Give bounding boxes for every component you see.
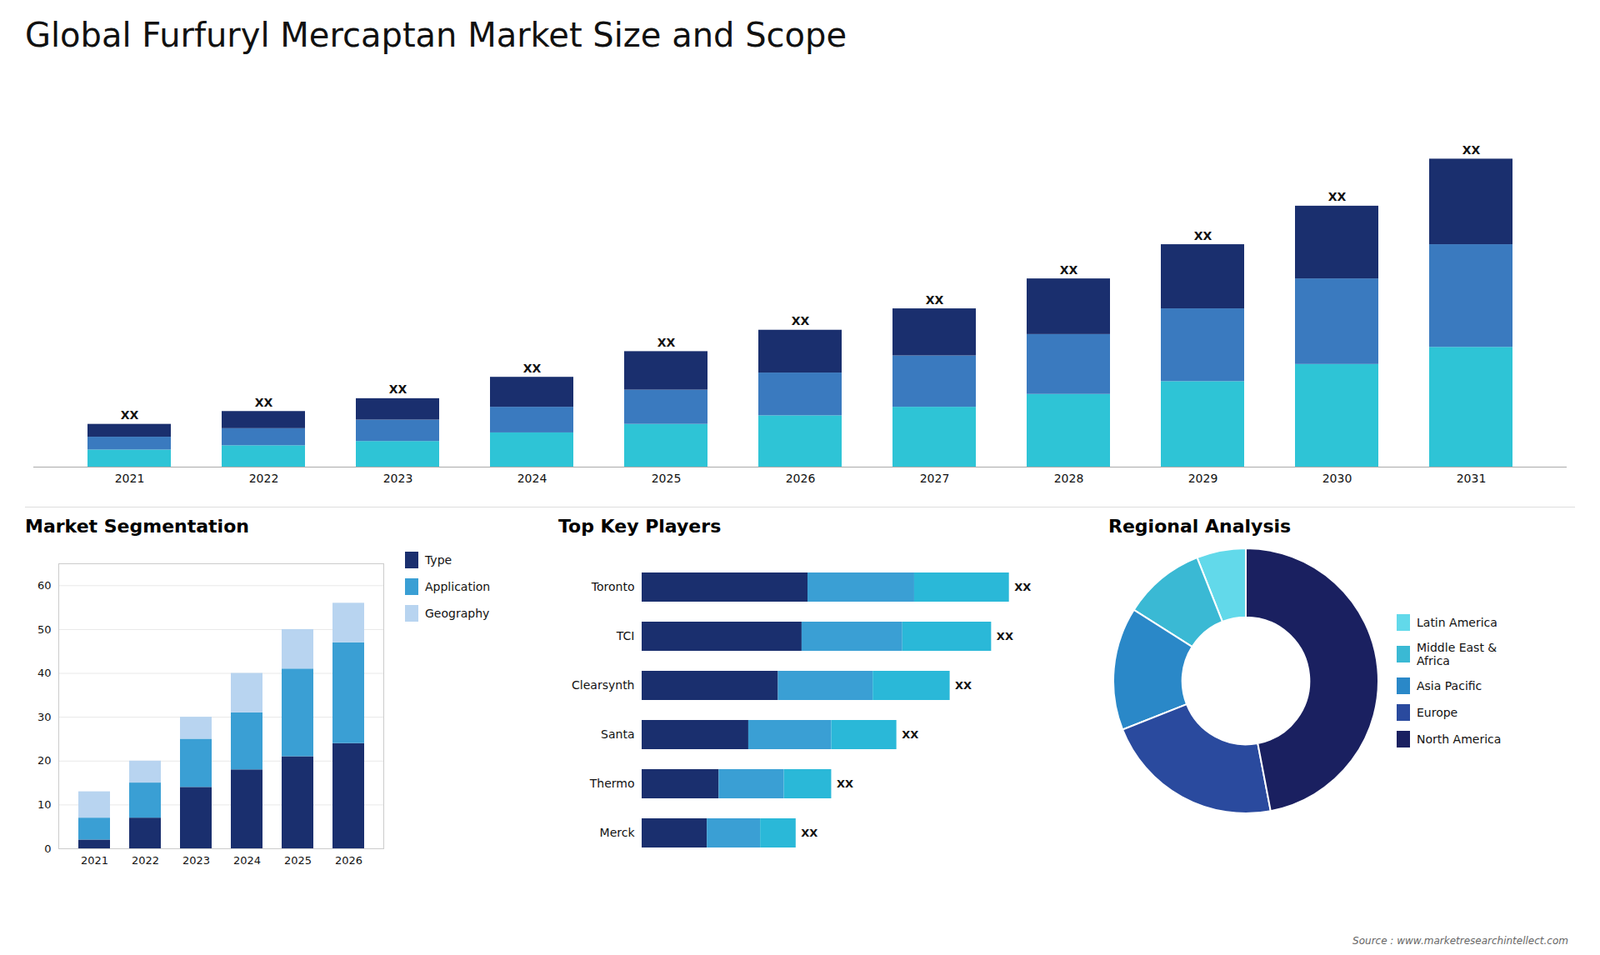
svg-text:10: 10 bbox=[37, 798, 52, 811]
svg-text:Santa: Santa bbox=[600, 727, 635, 741]
svg-text:2022: 2022 bbox=[249, 471, 280, 485]
html-text:Type: Type bbox=[425, 553, 452, 567]
svg-text:TCI: TCI bbox=[615, 629, 635, 643]
html-text:Top Key Players: Top Key Players bbox=[558, 515, 721, 537]
svg-text:XX: XX bbox=[389, 382, 408, 396]
svg-text:2022: 2022 bbox=[131, 854, 160, 867]
svg-text:2023: 2023 bbox=[182, 854, 210, 867]
svg-text:Clearsynth: Clearsynth bbox=[571, 678, 635, 692]
svg-text:Thermo: Thermo bbox=[589, 776, 635, 790]
html-text:Latin America: Latin America bbox=[1416, 615, 1498, 630]
html-text:Market Segmentation: Market Segmentation bbox=[25, 515, 250, 537]
html-text:Global Furfuryl Mercaptan Mark: Global Furfuryl Mercaptan Market Size an… bbox=[25, 15, 847, 55]
svg-text:XX: XX bbox=[955, 679, 972, 692]
svg-text:2025: 2025 bbox=[284, 854, 312, 867]
svg-text:XX: XX bbox=[1328, 190, 1347, 204]
svg-text:2027: 2027 bbox=[920, 471, 950, 485]
svg-text:XX: XX bbox=[120, 408, 140, 422]
html-text:Europe: Europe bbox=[1416, 705, 1458, 720]
svg-text:20: 20 bbox=[37, 754, 52, 767]
svg-text:XX: XX bbox=[791, 314, 810, 328]
svg-text:XX: XX bbox=[1462, 143, 1481, 157]
svg-text:50: 50 bbox=[37, 623, 52, 636]
svg-text:Merck: Merck bbox=[600, 825, 636, 840]
html-text:Geography: Geography bbox=[425, 606, 490, 620]
svg-text:2030: 2030 bbox=[1322, 471, 1353, 485]
svg-text:XX: XX bbox=[1194, 229, 1213, 243]
svg-text:2024: 2024 bbox=[517, 471, 548, 485]
svg-text:XX: XX bbox=[925, 293, 945, 307]
svg-text:2029: 2029 bbox=[1188, 471, 1219, 485]
svg-text:XX: XX bbox=[1060, 263, 1079, 277]
svg-text:2025: 2025 bbox=[651, 471, 682, 485]
svg-text:2021: 2021 bbox=[80, 854, 109, 867]
svg-text:XX: XX bbox=[901, 728, 919, 741]
html-text:Regional Analysis: Regional Analysis bbox=[1108, 515, 1291, 537]
svg-text:XX: XX bbox=[1014, 580, 1031, 594]
svg-text:60: 60 bbox=[37, 579, 52, 592]
svg-text:30: 30 bbox=[37, 710, 52, 724]
svg-text:2031: 2031 bbox=[1456, 471, 1487, 485]
svg-text:2028: 2028 bbox=[1054, 471, 1085, 485]
svg-text:Toronto: Toronto bbox=[590, 580, 635, 594]
svg-text:0: 0 bbox=[44, 842, 51, 855]
svg-text:XX: XX bbox=[523, 361, 542, 375]
svg-text:2026: 2026 bbox=[335, 854, 363, 867]
svg-text:XX: XX bbox=[836, 777, 854, 790]
html-text:North America: North America bbox=[1416, 732, 1502, 746]
svg-text:2024: 2024 bbox=[233, 854, 261, 867]
svg-text:XX: XX bbox=[996, 630, 1014, 643]
html-text:Asia Pacific: Asia Pacific bbox=[1416, 679, 1482, 693]
svg-text:2023: 2023 bbox=[383, 471, 414, 485]
svg-text:XX: XX bbox=[800, 826, 818, 840]
svg-text:XX: XX bbox=[657, 335, 676, 350]
svg-text:XX: XX bbox=[255, 395, 274, 410]
html-text:Source : www.marketresearchint: Source : www.marketresearchintellect.com bbox=[1352, 935, 1569, 947]
svg-text:2026: 2026 bbox=[785, 471, 816, 485]
html-text:Middle East & Africa: Middle East & Africa bbox=[1416, 640, 1497, 668]
html-text:Application: Application bbox=[425, 580, 491, 594]
svg-text:2021: 2021 bbox=[115, 471, 145, 485]
svg-text:40: 40 bbox=[37, 666, 52, 680]
